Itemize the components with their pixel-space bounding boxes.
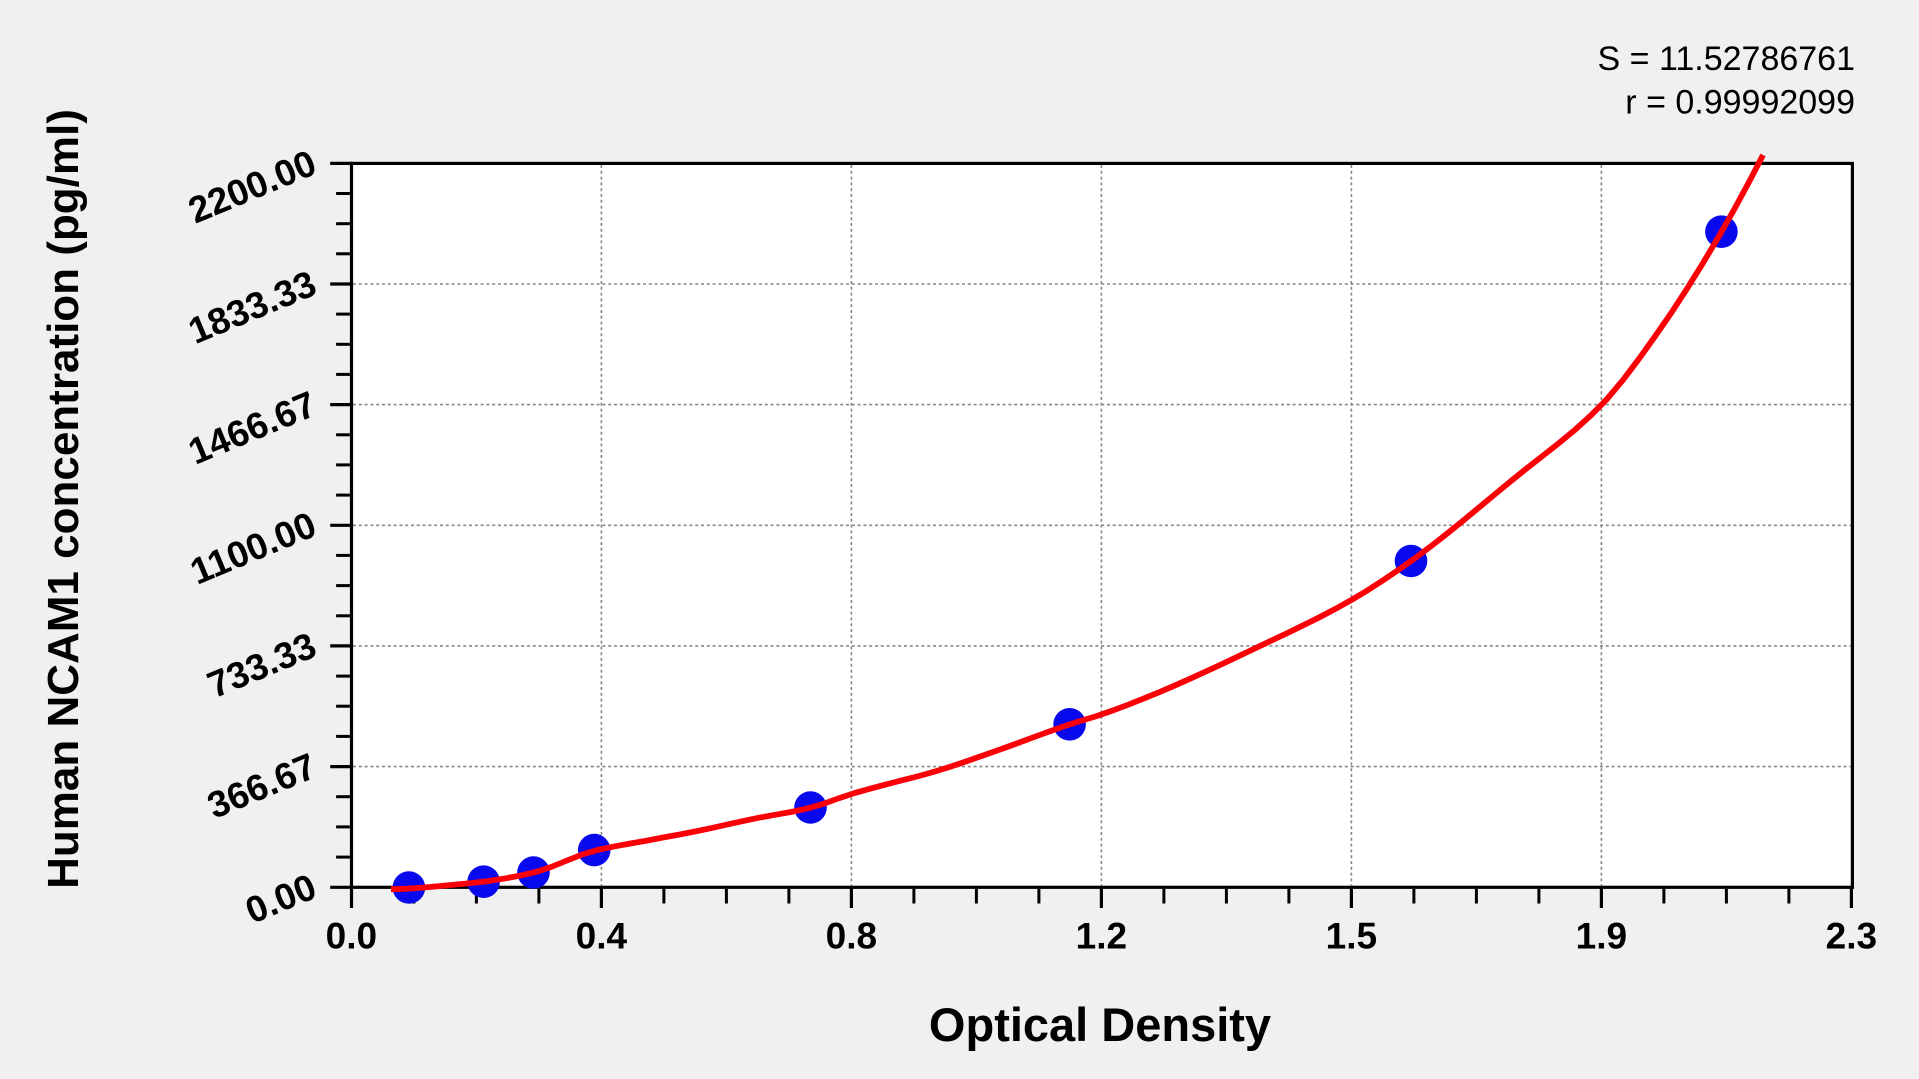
svg-text:1.5: 1.5 — [1326, 916, 1377, 957]
svg-text:0.4: 0.4 — [576, 916, 628, 957]
svg-text:1.9: 1.9 — [1576, 916, 1627, 957]
svg-text:S = 11.52786761: S = 11.52786761 — [1598, 40, 1855, 78]
svg-text:0.0: 0.0 — [326, 916, 377, 957]
svg-text:0.8: 0.8 — [826, 916, 877, 957]
svg-text:2.3: 2.3 — [1826, 916, 1877, 957]
svg-text:Human NCAM1 concentration (pg/: Human NCAM1 concentration (pg/ml) — [39, 109, 88, 889]
svg-text:r = 0.99992099: r = 0.99992099 — [1625, 84, 1855, 122]
svg-text:1.2: 1.2 — [1076, 916, 1127, 957]
svg-text:Optical Density: Optical Density — [929, 998, 1271, 1051]
